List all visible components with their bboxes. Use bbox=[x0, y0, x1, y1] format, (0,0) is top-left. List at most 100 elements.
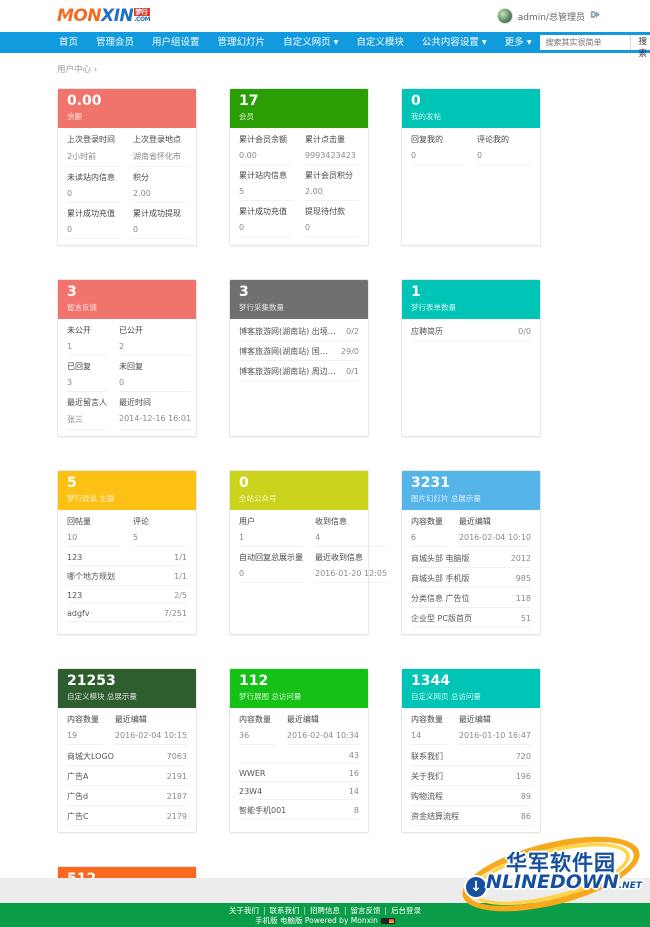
card-2[interactable]: 0 我的发帖 回复我的 0 评论我的 0 bbox=[401, 88, 541, 246]
list-row-label: 博客旅游网(湖南站) 周边线路 张… bbox=[239, 366, 338, 376]
list-row[interactable]: 商城头部 手机版 985 bbox=[411, 568, 531, 588]
main-nav: 首页 管理会员 用户组设置 管理幻灯片 自定义网页 ▾ 自定义模块 公共内容设置 ▾ 更多 ▾… bbox=[0, 32, 650, 59]
card-6[interactable]: 5 梦行说说 主题 回帖量 10 评论 5 123 1/1 哪个地方规划 1/1 123 2/5… bbox=[57, 470, 197, 635]
stat-value: 5 bbox=[133, 533, 139, 542]
nav-item-0[interactable]: 首页 bbox=[59, 37, 79, 48]
list-row[interactable]: 智能手机001 8 bbox=[239, 800, 359, 820]
stat-value: 0 bbox=[119, 378, 125, 387]
card-number: 0.00 bbox=[67, 93, 102, 109]
list-row[interactable]: 广告C 2179 bbox=[67, 806, 187, 826]
monxin-logo[interactable]: MON XIN 梦行 .COM bbox=[57, 7, 151, 25]
logout-icon[interactable] bbox=[590, 10, 600, 22]
list-row-label: 123 bbox=[67, 590, 83, 600]
nav-item-4[interactable]: 自定义网页 ▾ bbox=[283, 37, 339, 48]
list-row[interactable]: 购物流程 89 bbox=[411, 786, 531, 806]
logo-badge: 梦行 bbox=[134, 7, 151, 16]
list-row[interactable]: 博客旅游网(湖南站) 国内线路 海… 29/0 bbox=[239, 341, 359, 361]
search-button[interactable]: 搜索 bbox=[630, 35, 650, 59]
search-box: 搜索 bbox=[540, 35, 650, 59]
list-row[interactable]: 43 bbox=[239, 746, 359, 764]
card-body: 内容数量 36 最近编辑 2016-02-04 10:34 43 WWER 16 23W4 1… bbox=[230, 708, 368, 832]
list-row-label: 哪个地方规划 bbox=[67, 571, 115, 581]
nav-item-5[interactable]: 自定义模块 bbox=[356, 37, 404, 48]
cards-grid: 0.00 余额 上次登录时间 2小时前 上次登录地点 湖南省怀化市 未读站内信息 0 积分 2… bbox=[57, 88, 541, 927]
stat-value: 19 bbox=[67, 731, 78, 740]
list-row[interactable]: 联系我们 720 bbox=[411, 746, 531, 766]
card-number: 1 bbox=[411, 284, 421, 300]
stat-label: 未回复 bbox=[119, 362, 143, 371]
search-input[interactable] bbox=[540, 35, 631, 50]
list-row[interactable]: 资金结算流程 86 bbox=[411, 806, 531, 826]
card-11[interactable]: 1344 自定义网页 总访问量 内容数量 14 最近编辑 2016-01-10 16:… bbox=[401, 668, 541, 833]
card-subtitle: 梦行展图 总访问量 bbox=[239, 692, 302, 701]
list-row[interactable]: 分类信息 广告位 118 bbox=[411, 588, 531, 608]
list-row[interactable]: 广告d 2187 bbox=[67, 786, 187, 806]
stat-label: 评论我的 bbox=[477, 135, 509, 144]
list-row[interactable]: 企业型 PC版首页 51 bbox=[411, 608, 531, 628]
list-row-value: 985 bbox=[515, 573, 531, 583]
nav-item-3[interactable]: 管理幻灯片 bbox=[217, 37, 266, 48]
card-body: 内容数量 6 最近编辑 2016-02-04 10:10 商城头部 电脑版 2012 商城… bbox=[402, 510, 540, 634]
stat-label: 未公开 bbox=[67, 326, 91, 335]
list-row[interactable]: 博客旅游网(湖南站) 周边线路 张… 0/1 bbox=[239, 361, 359, 381]
nav-item-2[interactable]: 用户组设置 bbox=[152, 37, 200, 48]
footer-link-0[interactable]: 关于我们 bbox=[228, 906, 259, 915]
user-name[interactable]: admin/总管理员 bbox=[517, 12, 585, 23]
list-row-value: 2179 bbox=[166, 811, 187, 821]
stat-label: 回复我的 bbox=[411, 135, 443, 144]
card-3[interactable]: 3 留言反馈 未公开 1 已公开 2 已回复 3 未回复 0 最近留言人 张三 最近时间 2014-1… bbox=[57, 279, 197, 437]
stat-label: 累计站内信息 bbox=[239, 171, 287, 180]
stat: 评论 5 bbox=[133, 511, 187, 547]
nav-item-6[interactable]: 公共内容设置 ▾ bbox=[421, 37, 487, 48]
list-row[interactable]: 23W4 14 bbox=[239, 782, 359, 800]
stat: 累计点击量 9993423423 bbox=[305, 129, 359, 165]
list-row-value: 16 bbox=[348, 768, 359, 778]
list-row[interactable]: adgfv 7/251 bbox=[67, 604, 187, 622]
stat: 最近编辑 2016-02-04 10:34 bbox=[286, 709, 359, 745]
card-list: 博客旅游网(湖南站) 出境线路 东… 0/2 博客旅游网(湖南站) 国内线路 海… 2… bbox=[239, 321, 359, 381]
nav-item-7[interactable]: 更多 ▾ bbox=[504, 37, 532, 48]
list-row[interactable]: WWER 16 bbox=[239, 764, 359, 782]
list-row[interactable]: 哪个地方规划 1/1 bbox=[67, 566, 187, 586]
nav-item-1[interactable]: 管理会员 bbox=[96, 37, 135, 48]
card-9[interactable]: 21253 自定义模块 总展示量 内容数量 19 最近编辑 2016-02-04 10… bbox=[57, 668, 197, 833]
list-row[interactable]: 关于我们 196 bbox=[411, 766, 531, 786]
stat-label: 最近编辑 bbox=[286, 715, 319, 724]
list-row[interactable]: 商城头部 电脑版 2012 bbox=[411, 548, 531, 568]
card-10[interactable]: 112 梦行展图 总访问量 内容数量 36 最近编辑 2016-02-04 10:34… bbox=[229, 668, 369, 833]
avatar[interactable] bbox=[496, 8, 513, 24]
list-row[interactable]: 博客旅游网(湖南站) 出境线路 东… 0/2 bbox=[239, 321, 359, 341]
list-row[interactable]: 123 1/1 bbox=[67, 548, 187, 566]
footer-powered-text[interactable]: 手机版 电脑版 Powered by Monxin bbox=[255, 916, 378, 925]
stat-value: 2小时前 bbox=[67, 152, 97, 161]
stat-value: 2.00 bbox=[305, 187, 323, 196]
list-row[interactable]: 123 2/5 bbox=[67, 586, 187, 604]
stat-value: 2016-02-04 10:15 bbox=[114, 731, 187, 740]
stat-label: 已回复 bbox=[67, 362, 91, 371]
list-row[interactable]: 广告A 2191 bbox=[67, 766, 187, 786]
card-1[interactable]: 17 会员 累计会员余额 0.00 累计点击量 9993423423 累计站内信息 5 累计… bbox=[229, 88, 369, 246]
card-body: 上次登录时间 2小时前 上次登录地点 湖南省怀化市 未读站内信息 0 积分 2.00 累计成功充… bbox=[58, 128, 196, 245]
stat-label: 最近编辑 bbox=[458, 715, 491, 724]
card-5[interactable]: 1 梦行表单数量 应聘简历 0/0 bbox=[401, 279, 541, 437]
card-header: 112 梦行展图 总访问量 bbox=[230, 669, 368, 708]
stat: 累计成功充值 0 bbox=[239, 201, 293, 237]
stat-value: 36 bbox=[239, 731, 250, 740]
list-row-value: 196 bbox=[515, 771, 531, 781]
card-4[interactable]: 3 梦行采集数量 博客旅游网(湖南站) 出境线路 东…0/2博客旅游网(湖南站)… bbox=[229, 279, 369, 437]
breadcrumb[interactable]: 用户中心 › bbox=[57, 65, 98, 75]
list-row-value: 7063 bbox=[166, 751, 187, 761]
card-body: 博客旅游网(湖南站) 出境线路 东… 0/2 博客旅游网(湖南站) 国内线路 海… 2… bbox=[230, 319, 368, 436]
card-0[interactable]: 0.00 余额 上次登录时间 2小时前 上次登录地点 湖南省怀化市 未读站内信息 0 积分 2… bbox=[57, 88, 197, 246]
list-row[interactable]: 应聘简历 0/0 bbox=[411, 321, 531, 341]
stat: 累计会员积分 2.00 bbox=[305, 165, 359, 201]
footer-link-4[interactable]: 后台登录 bbox=[391, 906, 422, 915]
stat-label: 评论 bbox=[133, 517, 149, 526]
card-7[interactable]: 0 全站公众号 用户 1 收到信息 4 自动回复总展示量 0 最近收到信息 2016-01-2… bbox=[229, 470, 388, 635]
footer-link-3[interactable]: 留言反馈 bbox=[350, 906, 381, 915]
footer-link-2[interactable]: 招聘信息 bbox=[310, 906, 340, 915]
footer-link-1[interactable]: 联系我们 bbox=[269, 906, 300, 915]
stat-label: 内容数量 bbox=[411, 517, 443, 526]
list-row[interactable]: 商城大LOGO 7063 bbox=[67, 746, 187, 766]
card-8[interactable]: 3231 图片幻灯片 总展示量 内容数量 6 最近编辑 2016-02-04 10:1… bbox=[401, 470, 541, 635]
